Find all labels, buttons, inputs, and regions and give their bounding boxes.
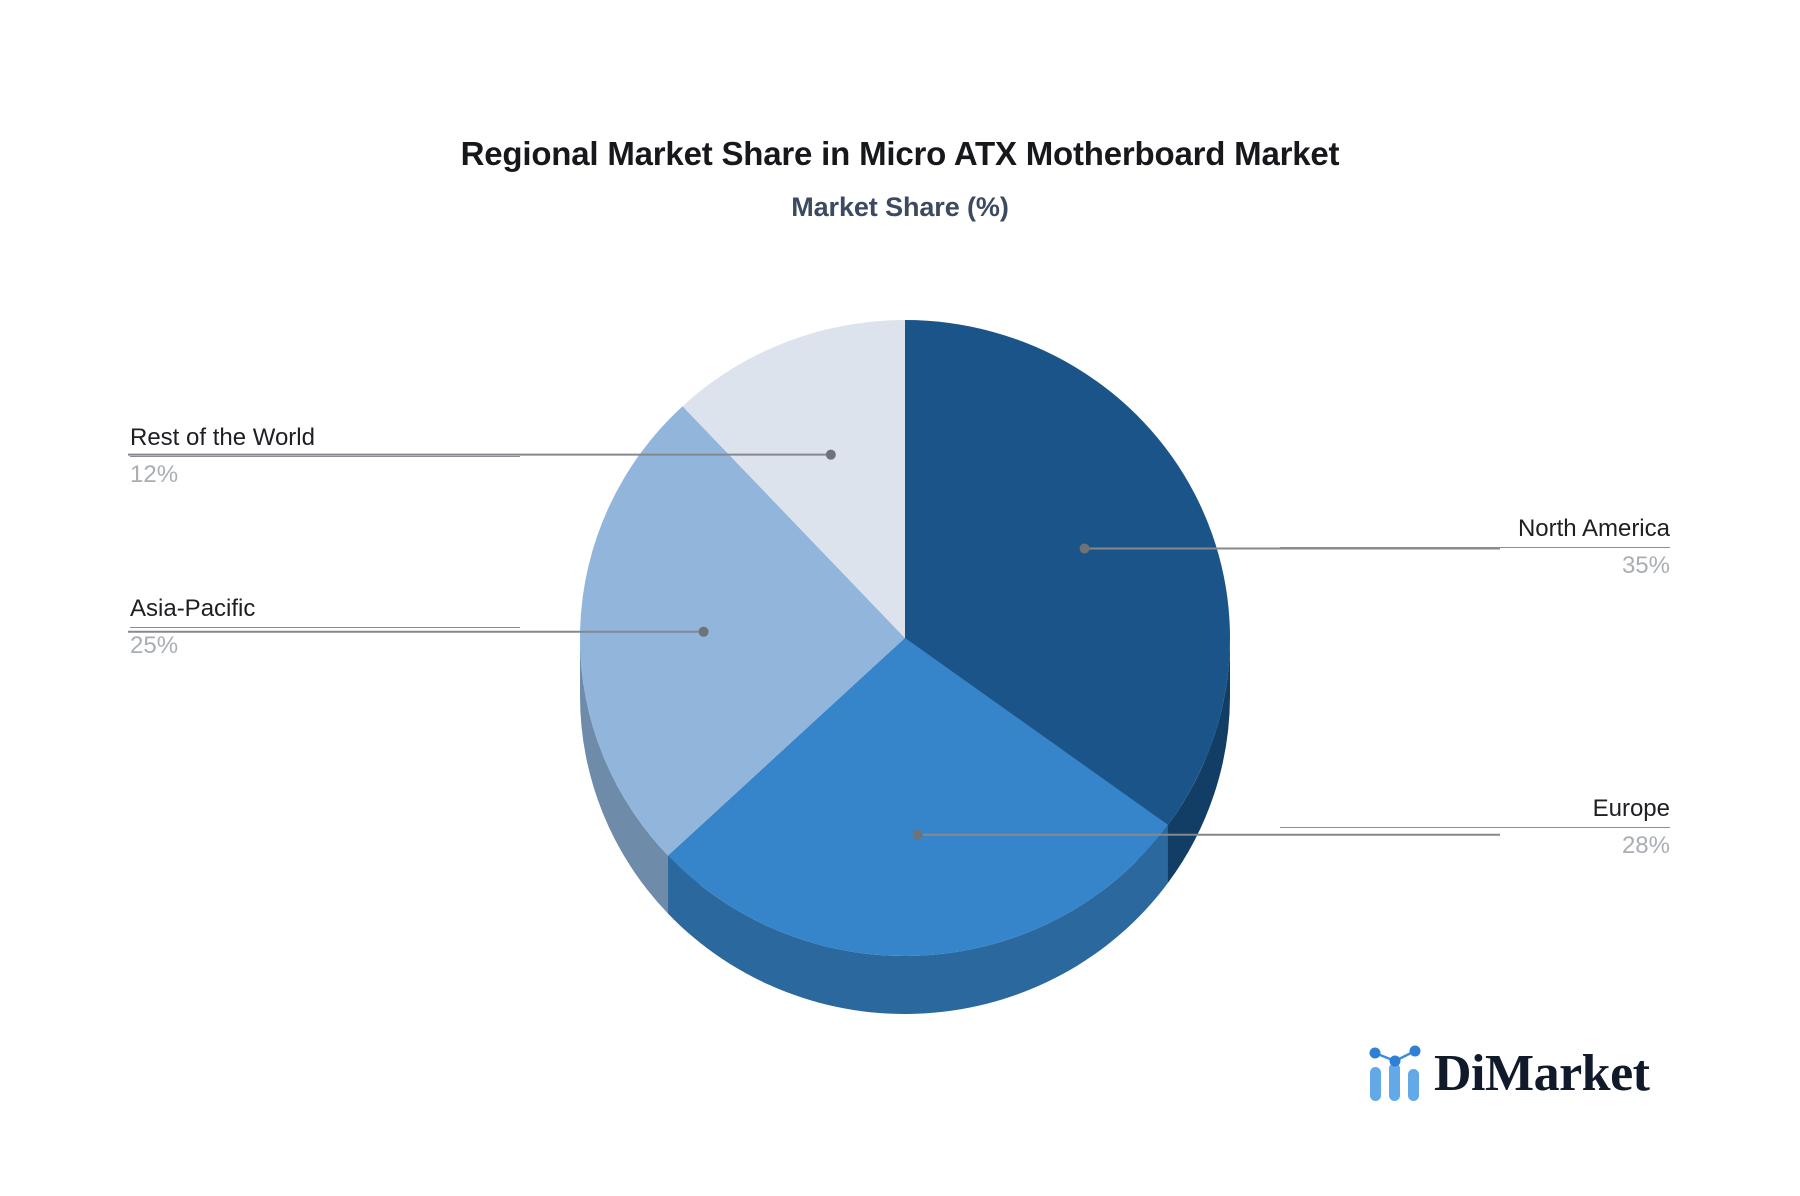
callout-value: 12% (130, 461, 179, 488)
pie-slice-side (1167, 638, 1230, 883)
pie-slice-edge (668, 638, 905, 914)
pie-slice-asia-pacific[interactable] (580, 406, 905, 856)
pie-slice-rest-of-the-world[interactable] (682, 320, 905, 638)
page-title: Regional Market Share in Micro ATX Mothe… (460, 135, 1340, 172)
leader-anchor-dot (912, 829, 923, 840)
callout-europe[interactable]: Europe 28% (1280, 794, 1670, 861)
logo-wordmark: DiMarket (1434, 1045, 1650, 1102)
leader-anchor-dot (825, 449, 836, 460)
callout-asia-pacific[interactable]: Asia-Pacific 25% (130, 594, 520, 661)
callout-label: Europe (1592, 795, 1670, 822)
pie-3d-sides (580, 638, 1230, 1014)
callout-rule (1280, 827, 1670, 828)
pie-slice-edge (905, 638, 1168, 883)
callout-rule (1280, 547, 1670, 548)
callout-label: Rest of the World (130, 424, 315, 451)
leader-anchor-dot (698, 626, 709, 637)
callout-label: Asia-Pacific (130, 595, 256, 622)
callout-rest-of-the-world[interactable]: Rest of the World 12% (130, 423, 520, 490)
callout-value: 28% (1621, 832, 1670, 859)
callout-label: North America (1517, 515, 1670, 542)
callout-rule (130, 456, 520, 457)
callout-value: 25% (130, 632, 179, 659)
pie-slice-edge (905, 638, 1168, 883)
pie-slice-north-america[interactable] (905, 320, 1230, 825)
callout-north-america[interactable]: North America 35% (1280, 514, 1670, 581)
callout-rule (130, 627, 520, 628)
leader-anchor-dot (1079, 543, 1090, 554)
pie-slices (580, 320, 1230, 956)
pie-slice-side (580, 638, 669, 914)
pie-slice-edge (668, 638, 905, 914)
bar-chart-line-icon (1369, 1045, 1421, 1101)
pie-slice-side (668, 824, 1168, 1014)
dimarket-logo: DiMarket (1368, 1043, 1650, 1105)
pie-slice-europe[interactable] (668, 638, 1168, 956)
callout-value: 35% (1621, 552, 1670, 579)
chart-subtitle: Market Share (%) (791, 192, 1009, 222)
